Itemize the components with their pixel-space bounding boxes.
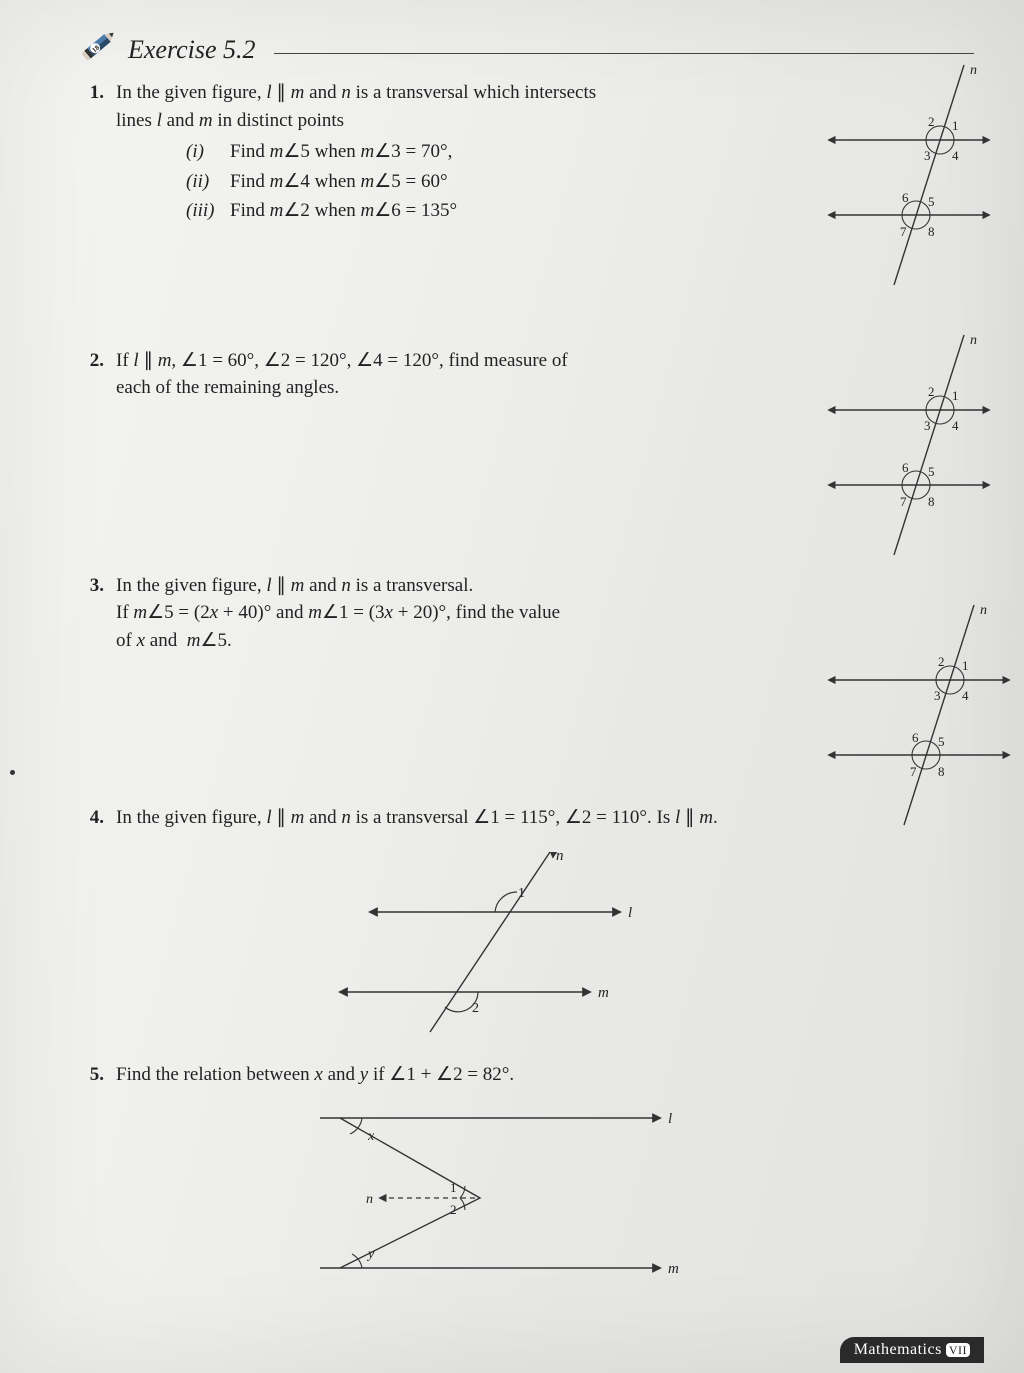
svg-text:8: 8 <box>938 764 945 779</box>
problem-number: 1. <box>80 79 104 107</box>
svg-text:4: 4 <box>962 688 969 703</box>
svg-text:1: 1 <box>962 658 969 673</box>
text-line: If l ∥ m, ∠1 = 60°, ∠2 = 120°, ∠4 = 120°… <box>116 350 568 371</box>
problem-number: 5. <box>80 1061 104 1089</box>
svg-text:3: 3 <box>934 688 941 703</box>
problem-text: If l ∥ m, ∠1 = 60°, ∠2 = 120°, ∠4 = 120°… <box>116 347 736 402</box>
sub-item: (ii) Find m∠4 when m∠5 = 60° <box>186 168 736 196</box>
sub-text: Find m∠4 when m∠5 = 60° <box>230 168 448 196</box>
q5-diagram: l m n x y 1 <box>280 1098 700 1297</box>
problem-4: 4. In the given figure, l ∥ m and n is a… <box>80 804 974 1050</box>
problem-number: 4. <box>80 804 104 832</box>
svg-text:2: 2 <box>928 384 935 399</box>
problem-text: In the given figure, l ∥ m and n is a tr… <box>116 804 916 832</box>
sub-num: (ii) <box>186 168 222 196</box>
text-line: of x and m∠5. <box>116 630 232 651</box>
problem-text: Find the relation between x and y if ∠1 … <box>116 1061 736 1089</box>
text-line: In the given figure, l ∥ m and n is a tr… <box>116 807 718 828</box>
svg-text:1: 1 <box>450 1180 457 1195</box>
svg-text:8: 8 <box>928 494 935 509</box>
svg-text:2: 2 <box>928 114 935 129</box>
sub-item: (i) Find m∠5 when m∠3 = 70°, <box>186 138 736 166</box>
q4-diagram: n l m 1 2 <box>320 842 680 1051</box>
problem-number: 3. <box>80 572 104 600</box>
text-line: Find the relation between x and y if ∠1 … <box>116 1064 514 1085</box>
exercise-title: Exercise 5.2 <box>128 35 256 65</box>
svg-text:5: 5 <box>928 194 935 209</box>
svg-text:l: l <box>628 905 632 921</box>
stray-mark <box>10 770 15 775</box>
svg-text:n: n <box>556 848 564 864</box>
svg-text:n: n <box>980 603 987 618</box>
header-underline <box>274 53 974 54</box>
svg-text:7: 7 <box>900 224 907 239</box>
sub-text: Find m∠5 when m∠3 = 70°, <box>230 138 452 166</box>
problem-number: 2. <box>80 347 104 375</box>
svg-text:7: 7 <box>910 764 917 779</box>
svg-text:4: 4 <box>952 418 959 433</box>
svg-text:8: 8 <box>928 224 935 239</box>
footer-suffix: VII <box>946 1343 970 1357</box>
problem-text: In the given figure, l ∥ m and n is a tr… <box>116 572 736 655</box>
svg-text:5: 5 <box>928 464 935 479</box>
svg-text:5: 5 <box>938 734 945 749</box>
sub-list: (i) Find m∠5 when m∠3 = 70°, (ii) Find m… <box>116 138 736 225</box>
footer-tab: Mathematics VII <box>840 1337 984 1363</box>
svg-text:n: n <box>366 1192 373 1207</box>
pencil-icon: 18 <box>80 26 118 64</box>
sub-num: (i) <box>186 138 222 166</box>
text-line: In the given figure, l ∥ m and n is a tr… <box>116 82 596 103</box>
svg-text:3: 3 <box>924 418 931 433</box>
sub-text: Find m∠2 when m∠6 = 135° <box>230 197 457 225</box>
exercise-header: 18 Exercise 5.2 <box>80 20 974 65</box>
svg-text:3: 3 <box>924 148 931 163</box>
q3-diagram: n 2 1 3 4 6 5 7 8 <box>824 600 1014 835</box>
problem-text: In the given figure, l ∥ m and n is a tr… <box>116 79 736 227</box>
svg-text:m: m <box>668 1261 679 1277</box>
svg-text:1: 1 <box>952 388 959 403</box>
footer-text: Mathematics <box>854 1341 942 1358</box>
svg-text:1: 1 <box>952 118 959 133</box>
sub-num: (iii) <box>186 197 222 225</box>
svg-text:6: 6 <box>902 460 909 475</box>
svg-text:2: 2 <box>472 1001 479 1016</box>
svg-text:2: 2 <box>938 654 945 669</box>
svg-text:2: 2 <box>450 1202 457 1217</box>
svg-text:4: 4 <box>952 148 959 163</box>
text-line: In the given figure, l ∥ m and n is a tr… <box>116 575 473 596</box>
svg-text:n: n <box>970 333 977 348</box>
svg-text:n: n <box>970 63 977 78</box>
problem-5: 5. Find the relation between x and y if … <box>80 1061 974 1297</box>
text-line: If m∠5 = (2x + 40)° and m∠1 = (3x + 20)°… <box>116 602 560 623</box>
text-line: lines l and m in distinct points <box>116 110 344 131</box>
svg-text:6: 6 <box>902 190 909 205</box>
svg-text:7: 7 <box>900 494 907 509</box>
q2-diagram: n 2 1 3 4 6 5 7 8 <box>824 330 994 565</box>
svg-text:1: 1 <box>518 886 525 901</box>
svg-text:m: m <box>598 985 609 1001</box>
svg-text:6: 6 <box>912 730 919 745</box>
svg-text:x: x <box>367 1129 375 1144</box>
text-line: each of the remaining angles. <box>116 377 339 398</box>
sub-item: (iii) Find m∠2 when m∠6 = 135° <box>186 197 736 225</box>
svg-text:y: y <box>366 1247 375 1262</box>
svg-text:l: l <box>668 1111 672 1127</box>
q1-diagram: n 2 1 3 4 6 5 7 8 <box>824 60 994 295</box>
page: 18 Exercise 5.2 1. In the given figure, … <box>0 0 1024 1373</box>
